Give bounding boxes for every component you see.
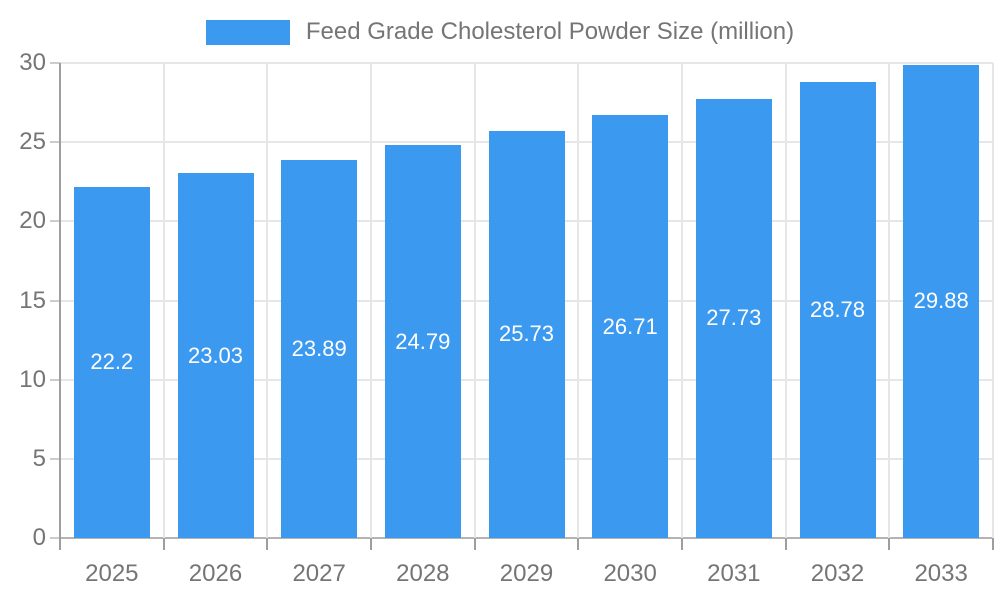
x-axis-label: 2031 bbox=[707, 560, 761, 587]
gridline-h bbox=[60, 62, 993, 64]
y-axis-line bbox=[59, 63, 61, 538]
x-axis-label: 2032 bbox=[810, 560, 865, 587]
gridline-v bbox=[266, 63, 269, 538]
bar: 28.78 bbox=[799, 82, 876, 538]
gridline-v bbox=[370, 63, 372, 538]
x-axis-tick bbox=[577, 538, 580, 550]
bar-value-label: 23.03 bbox=[187, 342, 244, 368]
bar: 23.89 bbox=[281, 159, 358, 538]
y-axis-tick bbox=[50, 141, 60, 144]
y-axis-tick bbox=[50, 457, 60, 460]
x-axis-tick bbox=[992, 538, 994, 550]
bar-value-label: 22.2 bbox=[90, 349, 134, 375]
y-axis-tick bbox=[50, 537, 60, 539]
gridline-h bbox=[60, 537, 993, 539]
bar-value-label: 29.88 bbox=[913, 288, 969, 314]
x-axis-label: 2029 bbox=[499, 560, 554, 587]
gridline-v bbox=[784, 63, 787, 538]
y-axis-tick bbox=[50, 378, 60, 381]
y-axis-label: 0 bbox=[32, 524, 46, 551]
gridline-v bbox=[577, 63, 580, 538]
y-axis-label: 20 bbox=[19, 207, 46, 235]
bar: 22.2 bbox=[73, 186, 150, 538]
x-axis-tick bbox=[784, 538, 787, 550]
bar: 25.73 bbox=[488, 130, 565, 538]
bar-value-label: 27.73 bbox=[706, 305, 762, 331]
x-axis-label: 2026 bbox=[188, 560, 243, 587]
x-axis-label: 2027 bbox=[292, 560, 346, 587]
y-axis-label: 30 bbox=[19, 49, 46, 76]
gridline-v bbox=[681, 63, 683, 538]
x-axis-tick bbox=[681, 538, 683, 550]
x-axis-tick bbox=[162, 538, 165, 550]
chart-legend: Feed Grade Cholesterol Powder Size (mill… bbox=[0, 18, 1000, 46]
bar-value-label: 28.78 bbox=[809, 297, 866, 323]
gridline-v bbox=[992, 63, 994, 538]
x-axis-tick bbox=[266, 538, 269, 550]
y-axis-tick bbox=[50, 299, 60, 302]
y-axis-label: 15 bbox=[19, 286, 46, 314]
legend-label: Feed Grade Cholesterol Powder Size (mill… bbox=[305, 18, 795, 45]
x-axis-label: 2030 bbox=[603, 560, 657, 587]
y-axis-tick bbox=[50, 220, 60, 223]
bar: 27.73 bbox=[695, 98, 772, 538]
gridline-v bbox=[888, 63, 891, 538]
gridline-v bbox=[473, 63, 476, 538]
x-axis-tick bbox=[888, 538, 891, 550]
x-axis-tick bbox=[473, 538, 476, 550]
bar: 23.03 bbox=[177, 173, 254, 538]
gridline-v bbox=[162, 63, 165, 538]
x-axis-tick bbox=[370, 538, 372, 550]
bar: 26.71 bbox=[592, 115, 669, 538]
x-axis-tick bbox=[59, 538, 61, 550]
bar-value-label: 26.71 bbox=[602, 313, 658, 339]
legend-swatch bbox=[205, 19, 290, 45]
y-axis-label: 10 bbox=[19, 365, 46, 393]
bar-value-label: 25.73 bbox=[498, 321, 555, 347]
y-axis-label: 5 bbox=[32, 444, 46, 472]
y-axis-label: 25 bbox=[19, 128, 46, 156]
bar-value-label: 24.79 bbox=[395, 328, 451, 354]
bar: 29.88 bbox=[903, 64, 980, 538]
bar: 24.79 bbox=[384, 145, 461, 538]
x-axis-label: 2028 bbox=[396, 560, 450, 587]
x-axis-label: 2025 bbox=[85, 560, 139, 587]
x-axis-label: 2033 bbox=[914, 560, 968, 587]
y-axis-tick bbox=[50, 62, 60, 64]
bar-value-label: 23.89 bbox=[291, 335, 347, 361]
